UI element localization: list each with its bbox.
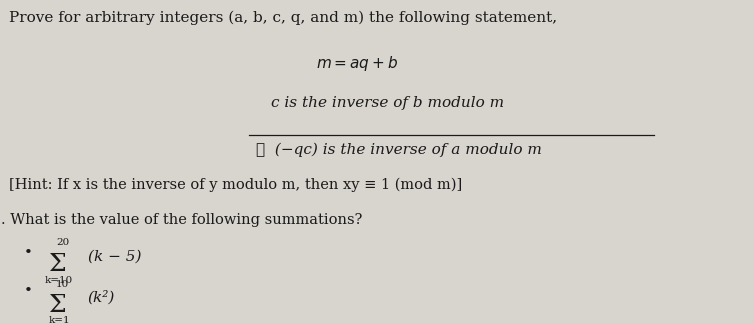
Text: 10: 10 [56,279,69,288]
Text: ∴  (−qc) is the inverse of a modulo m: ∴ (−qc) is the inverse of a modulo m [257,143,542,157]
Text: $m = aq + b$: $m = aq + b$ [316,54,399,73]
Text: 20: 20 [56,238,69,247]
Text: k=10: k=10 [45,276,73,285]
Text: c is the inverse of b modulo m: c is the inverse of b modulo m [272,96,505,109]
Text: Σ: Σ [49,294,66,317]
Text: •: • [24,284,33,298]
Text: •: • [24,246,33,260]
Text: Prove for arbitrary integers (a, b, c, q, and m) the following statement,: Prove for arbitrary integers (a, b, c, q… [9,10,557,25]
Text: . What is the value of the following summations?: . What is the value of the following sum… [2,213,363,227]
Text: (k²): (k²) [87,290,115,305]
Text: [Hint: If x is the inverse of y modulo m, then xy ≡ 1 (mod m)]: [Hint: If x is the inverse of y modulo m… [9,178,462,193]
Text: (k − 5): (k − 5) [87,249,141,263]
Text: Σ: Σ [49,253,66,276]
Text: k=1: k=1 [49,316,70,323]
